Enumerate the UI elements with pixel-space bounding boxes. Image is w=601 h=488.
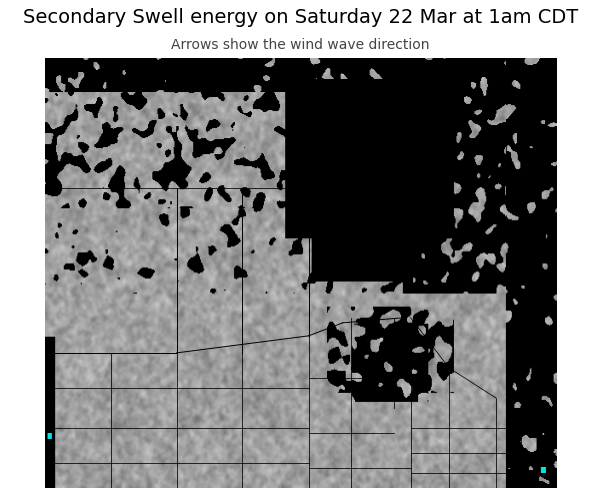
Text: Arrows show the wind wave direction: Arrows show the wind wave direction — [171, 38, 430, 52]
Text: Secondary Swell energy on Saturday 22 Mar at 1am CDT: Secondary Swell energy on Saturday 22 Ma… — [23, 8, 578, 27]
